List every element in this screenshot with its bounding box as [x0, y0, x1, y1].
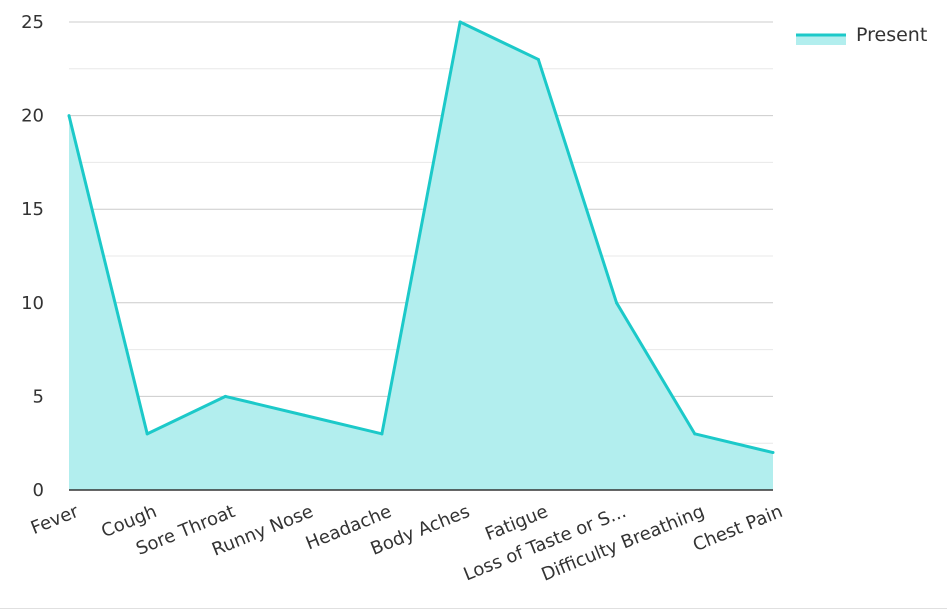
bottom-divider	[0, 608, 947, 609]
x-tick-label: Chest Pain	[690, 501, 786, 556]
data-point-3[interactable]	[302, 413, 306, 417]
y-tick-label: 0	[33, 480, 44, 501]
legend[interactable]: Present	[796, 24, 927, 46]
y-tick-label: 10	[21, 293, 44, 314]
y-tick-label: 15	[21, 199, 44, 220]
y-tick-label: 5	[33, 386, 44, 407]
y-axis-ticks: 0 5 10 15 20 25	[21, 12, 44, 501]
y-tick-label: 25	[21, 12, 44, 33]
data-point-2[interactable]	[223, 394, 227, 398]
data-point-9[interactable]	[771, 451, 775, 455]
legend-swatch	[796, 35, 846, 45]
legend-label-present: Present	[856, 24, 927, 46]
series-line-present	[67, 20, 774, 455]
data-point-5[interactable]	[458, 20, 462, 24]
area-series	[67, 20, 775, 490]
data-point-4[interactable]	[380, 432, 384, 436]
data-point-0[interactable]	[67, 114, 71, 118]
data-point-8[interactable]	[693, 432, 697, 436]
series-area-present	[69, 22, 773, 490]
data-point-1[interactable]	[145, 432, 149, 436]
data-point-7[interactable]	[615, 301, 619, 305]
x-tick-label: Fever	[28, 501, 82, 539]
data-point-6[interactable]	[536, 57, 540, 61]
y-tick-label: 20	[21, 106, 44, 127]
